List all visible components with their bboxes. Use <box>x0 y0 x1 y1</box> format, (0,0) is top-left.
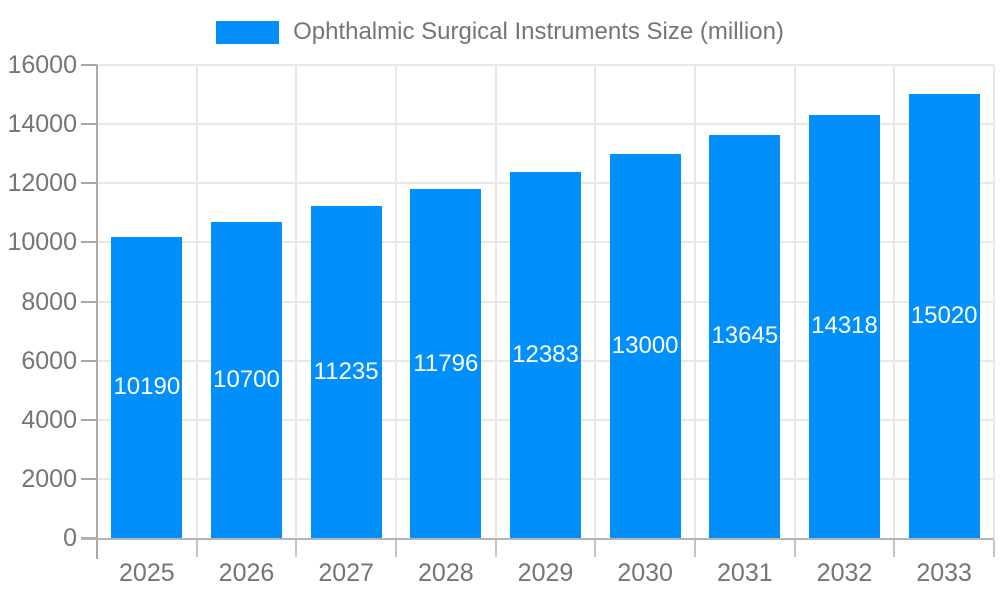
bar[interactable]: 11235 <box>310 205 382 538</box>
y-axis-tick <box>81 182 97 185</box>
x-axis-tick <box>793 540 796 557</box>
bar[interactable]: 15020 <box>908 93 980 538</box>
x-tick-label: 2029 <box>517 559 574 587</box>
y-tick-label: 6000 <box>21 346 77 375</box>
x-tick-label: 2030 <box>617 559 673 587</box>
y-axis-tick <box>81 359 97 362</box>
bar-value-label: 13000 <box>611 331 679 359</box>
bar[interactable]: 13000 <box>609 153 681 538</box>
gridline-v <box>893 65 896 538</box>
y-tick-label: 14000 <box>7 110 77 139</box>
x-tick-label: 2027 <box>318 559 374 587</box>
x-tick-label: 2031 <box>717 559 773 587</box>
x-axis-line <box>81 538 994 540</box>
x-axis-tick <box>295 540 298 557</box>
y-axis-line <box>96 65 98 559</box>
x-axis-tick <box>195 540 198 557</box>
bar-value-label: 12383 <box>512 340 579 368</box>
gridline-v <box>993 65 995 538</box>
legend-label: Ophthalmic Surgical Instruments Size (mi… <box>293 18 784 45</box>
y-tick-label: 8000 <box>21 287 77 316</box>
bar[interactable]: 11796 <box>410 189 482 538</box>
bar-value-label: 10700 <box>213 365 280 393</box>
y-tick-label: 4000 <box>21 405 77 434</box>
x-axis-tick <box>494 540 497 557</box>
x-tick-label: 2028 <box>418 559 474 587</box>
x-axis-tick <box>395 540 397 557</box>
gridline-v <box>395 65 397 538</box>
bar[interactable]: 10700 <box>211 221 282 538</box>
x-axis-tick <box>893 540 896 557</box>
bar-value-label: 13645 <box>711 322 779 350</box>
x-axis-tick <box>594 540 597 557</box>
legend-swatch <box>216 20 280 44</box>
x-tick-label: 2025 <box>119 559 175 587</box>
bar-value-label: 11235 <box>313 357 379 385</box>
y-axis-tick <box>81 123 97 126</box>
x-tick-label: 2032 <box>816 559 873 587</box>
bar[interactable]: 12383 <box>510 171 581 538</box>
gridline-v <box>494 65 497 538</box>
x-tick-label: 2033 <box>916 559 972 587</box>
y-tick-label: 12000 <box>7 169 77 198</box>
y-tick-label: 10000 <box>7 228 77 257</box>
gridline-v <box>594 65 597 538</box>
bar[interactable]: 10190 <box>111 236 183 538</box>
bar-value-label: 15020 <box>910 301 978 329</box>
gridline-v <box>295 65 298 538</box>
y-axis-tick <box>81 241 97 244</box>
y-tick-label: 0 <box>63 524 77 552</box>
x-axis-tick <box>694 540 696 557</box>
y-axis-tick <box>81 64 97 66</box>
gridline-v <box>195 65 198 538</box>
bar-value-label: 11796 <box>413 349 479 377</box>
gridline-v <box>793 65 796 538</box>
legend[interactable]: Ophthalmic Surgical Instruments Size (mi… <box>0 18 1000 46</box>
y-axis-tick <box>81 477 97 480</box>
gridline-v <box>694 65 696 538</box>
y-tick-label: 2000 <box>21 464 77 493</box>
y-axis-tick <box>81 300 97 303</box>
bar[interactable]: 14318 <box>809 114 880 538</box>
bar-value-label: 10190 <box>113 373 181 401</box>
bar-value-label: 14318 <box>811 312 878 340</box>
gridline-h <box>97 123 994 126</box>
x-tick-label: 2026 <box>218 559 275 587</box>
bar[interactable]: 13645 <box>709 134 781 538</box>
gridline-h <box>97 64 994 66</box>
x-axis-tick <box>993 540 995 557</box>
y-axis-tick <box>81 418 97 421</box>
y-tick-label: 16000 <box>7 51 77 79</box>
